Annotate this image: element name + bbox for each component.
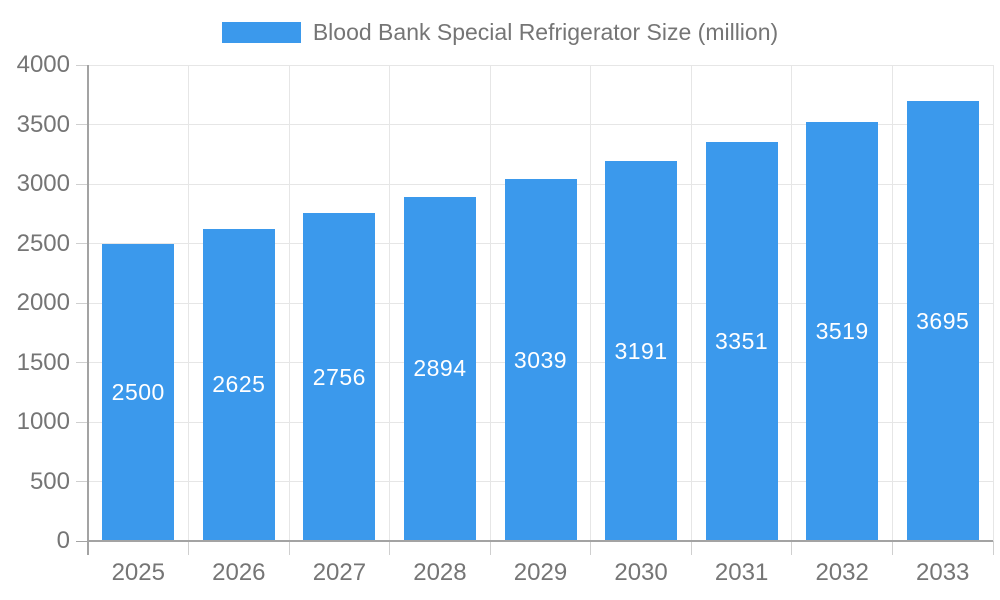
bar[interactable]: 2625 [202,228,275,541]
gridline-vertical [791,65,793,541]
x-axis-tick [389,541,391,555]
x-axis-label: 2031 [714,559,769,586]
y-axis-tick [76,481,88,482]
x-axis-tick [690,541,692,555]
x-axis-label: 2028 [413,559,467,586]
bar-value-label: 3039 [513,346,568,373]
x-axis-tick [791,541,793,555]
x-axis-line [88,540,993,542]
x-axis-label: 2030 [614,559,668,586]
y-axis-tick [76,243,88,244]
x-axis-label: 2033 [916,559,970,586]
x-axis-label: 2032 [815,559,869,586]
x-axis-tick [188,541,190,555]
bar-value-label: 2625 [212,371,266,398]
y-axis-tick [76,64,88,66]
y-axis-tick [76,421,88,423]
gridline-vertical [690,65,692,541]
x-axis-tick [891,541,893,555]
bar-value-label: 3519 [815,318,869,345]
x-axis-label: 2027 [312,559,367,586]
y-axis-label: 0 [56,527,70,554]
y-axis-label: 1500 [16,348,70,376]
y-axis-tick [76,540,88,542]
x-axis-tick [288,541,290,555]
bar[interactable]: 3039 [504,179,577,541]
bar[interactable]: 3191 [605,161,678,541]
x-axis-label: 2026 [212,559,266,586]
y-axis-line [87,65,89,555]
y-axis-label: 1000 [16,408,70,435]
bar[interactable]: 2756 [303,213,376,541]
bar[interactable]: 2894 [403,196,476,541]
bar-value-label: 2894 [413,355,467,382]
bar[interactable]: 2500 [102,243,175,541]
y-axis-tick [76,302,88,304]
gridline-vertical [891,65,893,541]
bar-value-label: 3351 [715,328,769,355]
y-axis-tick [76,362,88,363]
y-axis-tick [76,124,88,125]
y-axis-label: 2500 [16,229,70,257]
chart-legend[interactable]: Blood Bank Special Refrigerator Size (mi… [0,18,1000,46]
legend-label: Blood Bank Special Refrigerator Size (mi… [312,19,779,45]
gridline-vertical [489,65,491,541]
y-axis-label: 4000 [16,51,70,78]
gridline-vertical [389,65,391,541]
plot-area: 2500 2625 2756 2894 3039 3191 3351 3519 3695 [88,64,994,541]
y-axis-tick [76,183,88,185]
gridline-vertical [188,65,190,541]
gridline-vertical [288,65,290,541]
x-axis-label: 2025 [111,559,165,586]
y-axis-label: 3000 [16,170,70,197]
x-axis-tick [992,541,994,555]
gridline-horizontal [88,124,993,125]
legend-swatch-icon [221,21,301,43]
gridline-horizontal [88,64,993,66]
bar-value-label: 2756 [312,363,366,390]
bar[interactable]: 3519 [806,122,879,541]
gridline-vertical [590,65,592,541]
bar-value-label: 2500 [111,378,165,405]
gridline-vertical [992,65,994,541]
y-axis-label: 500 [29,467,70,495]
y-axis-label: 3500 [16,110,70,138]
bar-value-label: 3191 [614,337,668,364]
x-axis-label: 2029 [513,559,568,586]
bar[interactable]: 3695 [906,101,979,541]
x-axis-tick [590,541,592,555]
bar[interactable]: 3351 [705,142,778,541]
x-axis-tick [489,541,491,555]
y-axis-label: 2000 [16,289,70,316]
bar-value-label: 3695 [916,307,970,334]
